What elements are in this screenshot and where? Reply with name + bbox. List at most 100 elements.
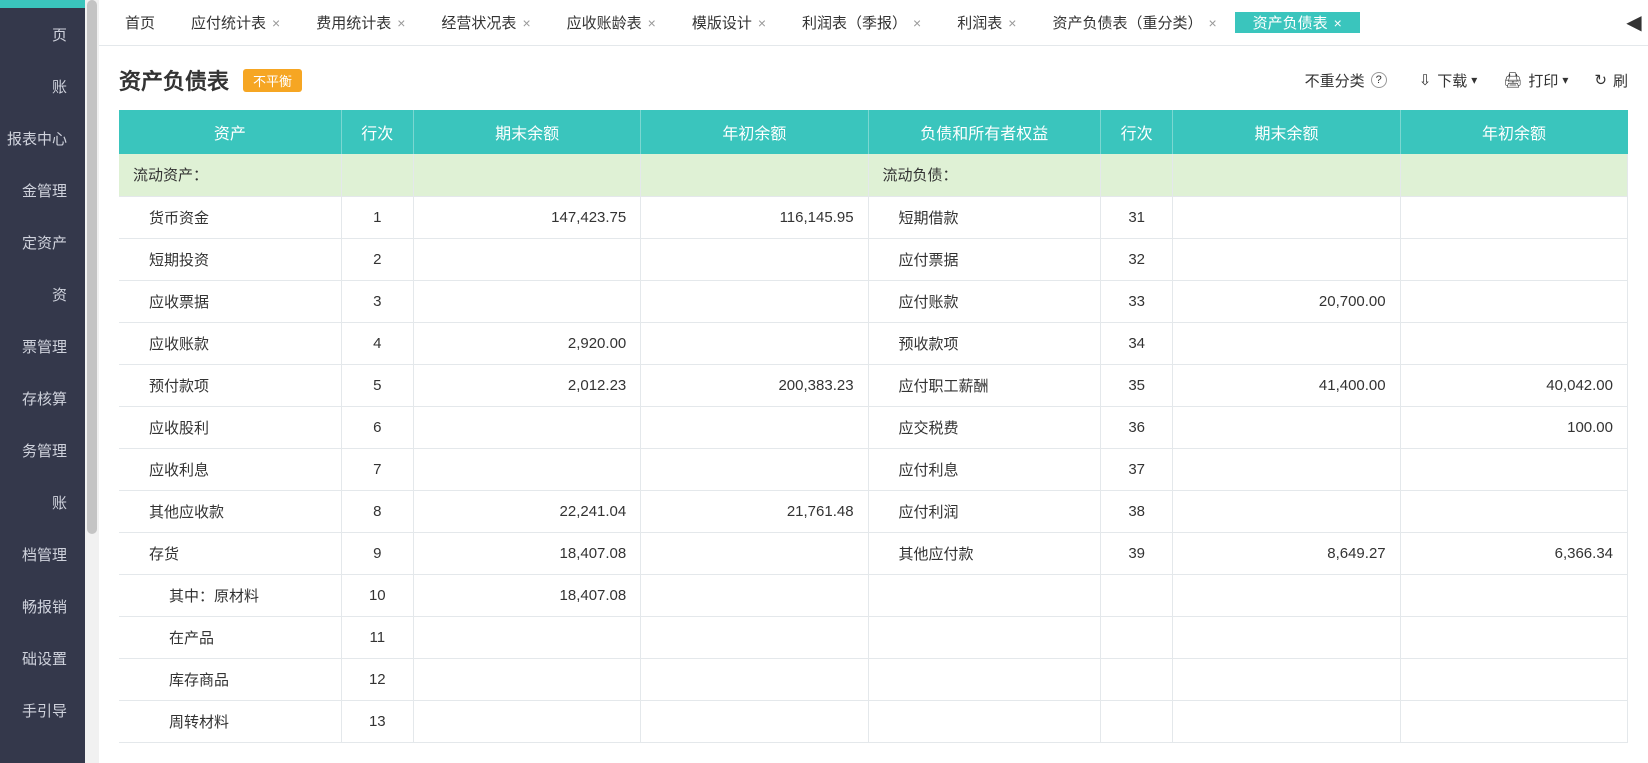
cell-liab[interactable] (868, 658, 1100, 700)
cell-end-bal[interactable] (413, 658, 640, 700)
cell-end-bal2[interactable] (1173, 322, 1400, 364)
cell-asset[interactable]: 应收股利 (119, 406, 341, 448)
cell-end-bal[interactable]: 18,407.08 (413, 574, 640, 616)
close-icon[interactable]: × (272, 15, 280, 31)
sidebar-item[interactable]: 手引导 (0, 684, 85, 736)
cell-asset[interactable]: 其他应收款 (119, 490, 341, 532)
cell-row-no2[interactable]: 35 (1101, 364, 1173, 406)
cell-asset[interactable]: 预付款项 (119, 364, 341, 406)
cell-liab[interactable]: 其他应付款 (868, 532, 1100, 574)
close-icon[interactable]: × (648, 15, 656, 31)
cell-row-no[interactable]: 3 (341, 280, 413, 322)
tab[interactable]: 应付统计表× (173, 12, 298, 33)
cell-end-bal[interactable] (413, 448, 640, 490)
cell-begin-bal[interactable] (641, 574, 868, 616)
cell-asset[interactable]: 货币资金 (119, 196, 341, 238)
close-icon[interactable]: × (397, 15, 405, 31)
cell-end-bal[interactable]: 2,920.00 (413, 322, 640, 364)
tab[interactable]: 费用统计表× (298, 12, 423, 33)
cell-asset[interactable]: 应收票据 (119, 280, 341, 322)
sidebar-item[interactable]: 档管理 (0, 528, 85, 580)
cell-asset[interactable]: 应收利息 (119, 448, 341, 490)
tabs-scroll-left-icon[interactable]: ◀ (1620, 0, 1648, 45)
cell-row-no[interactable]: 8 (341, 490, 413, 532)
close-icon[interactable]: × (1008, 15, 1016, 31)
sidebar-item[interactable]: 畅报销 (0, 580, 85, 632)
cell-liab[interactable]: 应付票据 (868, 238, 1100, 280)
cell-end-bal2[interactable] (1173, 616, 1400, 658)
cell-liab[interactable]: 应付利息 (868, 448, 1100, 490)
cell-row-no2[interactable]: 32 (1101, 238, 1173, 280)
cell-liab[interactable]: 短期借款 (868, 196, 1100, 238)
cell-end-bal[interactable] (413, 406, 640, 448)
cell-row-no2[interactable] (1101, 658, 1173, 700)
cell-row-no2[interactable] (1101, 574, 1173, 616)
cell-end-bal[interactable] (413, 616, 640, 658)
cell-end-bal[interactable] (413, 700, 640, 742)
cell-row-no[interactable]: 1 (341, 196, 413, 238)
cell-row-no[interactable]: 10 (341, 574, 413, 616)
cell-asset[interactable]: 库存商品 (119, 658, 341, 700)
cell-end-bal2[interactable] (1173, 490, 1400, 532)
cell-liab[interactable]: 预收款项 (868, 322, 1100, 364)
cell-begin-bal[interactable] (641, 616, 868, 658)
close-icon[interactable]: × (1334, 15, 1342, 31)
cell-begin-bal2[interactable] (1400, 280, 1627, 322)
sidebar-item[interactable]: 账 (0, 476, 85, 528)
cell-end-bal2[interactable]: 8,649.27 (1173, 532, 1400, 574)
cell-asset[interactable]: 周转材料 (119, 700, 341, 742)
cell-begin-bal[interactable] (641, 448, 868, 490)
cell-begin-bal[interactable] (641, 532, 868, 574)
cell-row-no[interactable]: 13 (341, 700, 413, 742)
cell-end-bal[interactable]: 18,407.08 (413, 532, 640, 574)
cell-row-no[interactable]: 6 (341, 406, 413, 448)
reclass-action[interactable]: 不重分类 ? (1305, 70, 1393, 91)
cell-begin-bal2[interactable] (1400, 616, 1627, 658)
cell-end-bal2[interactable] (1173, 448, 1400, 490)
cell-liab[interactable] (868, 616, 1100, 658)
cell-liab[interactable]: 应付利润 (868, 490, 1100, 532)
cell-liab[interactable]: 应付职工薪酬 (868, 364, 1100, 406)
cell-begin-bal[interactable]: 116,145.95 (641, 196, 868, 238)
cell-asset[interactable]: 其中：原材料 (119, 574, 341, 616)
cell-end-bal[interactable]: 22,241.04 (413, 490, 640, 532)
cell-begin-bal[interactable] (641, 700, 868, 742)
cell-begin-bal[interactable]: 200,383.23 (641, 364, 868, 406)
cell-begin-bal[interactable] (641, 658, 868, 700)
download-action[interactable]: ⇩ 下载 ▾ (1419, 70, 1478, 91)
sidebar-item[interactable]: 础设置 (0, 632, 85, 684)
tab[interactable]: 资产负债表× (1235, 12, 1360, 33)
cell-row-no2[interactable] (1101, 700, 1173, 742)
tab[interactable]: 利润表（季报）× (784, 12, 939, 33)
cell-begin-bal2[interactable]: 6,366.34 (1400, 532, 1627, 574)
tab[interactable]: 模版设计× (674, 12, 784, 33)
tab[interactable]: 资产负债表（重分类）× (1034, 12, 1234, 33)
cell-begin-bal2[interactable] (1400, 700, 1627, 742)
cell-row-no2[interactable]: 38 (1101, 490, 1173, 532)
cell-begin-bal2[interactable] (1400, 322, 1627, 364)
sidebar-item[interactable]: 存核算 (0, 372, 85, 424)
cell-begin-bal[interactable] (641, 322, 868, 364)
cell-liab[interactable]: 应交税费 (868, 406, 1100, 448)
cell-row-no[interactable]: 12 (341, 658, 413, 700)
cell-begin-bal2[interactable] (1400, 574, 1627, 616)
cell-row-no[interactable]: 2 (341, 238, 413, 280)
cell-begin-bal2[interactable]: 100.00 (1400, 406, 1627, 448)
tab[interactable]: 首页 (107, 12, 173, 33)
cell-row-no[interactable]: 11 (341, 616, 413, 658)
sidebar-item[interactable]: 务管理 (0, 424, 85, 476)
print-action[interactable]: 🖨 打印 ▾ (1503, 70, 1568, 91)
cell-row-no2[interactable]: 39 (1101, 532, 1173, 574)
sidebar-item[interactable]: 账 (0, 60, 85, 112)
cell-begin-bal2[interactable] (1400, 448, 1627, 490)
close-icon[interactable]: × (1208, 15, 1216, 31)
cell-row-no2[interactable]: 34 (1101, 322, 1173, 364)
cell-end-bal2[interactable] (1173, 238, 1400, 280)
cell-row-no[interactable]: 7 (341, 448, 413, 490)
cell-begin-bal[interactable] (641, 238, 868, 280)
cell-end-bal2[interactable]: 41,400.00 (1173, 364, 1400, 406)
sidebar-item[interactable]: 票管理 (0, 320, 85, 372)
cell-asset[interactable]: 短期投资 (119, 238, 341, 280)
cell-row-no2[interactable]: 37 (1101, 448, 1173, 490)
cell-row-no2[interactable]: 36 (1101, 406, 1173, 448)
